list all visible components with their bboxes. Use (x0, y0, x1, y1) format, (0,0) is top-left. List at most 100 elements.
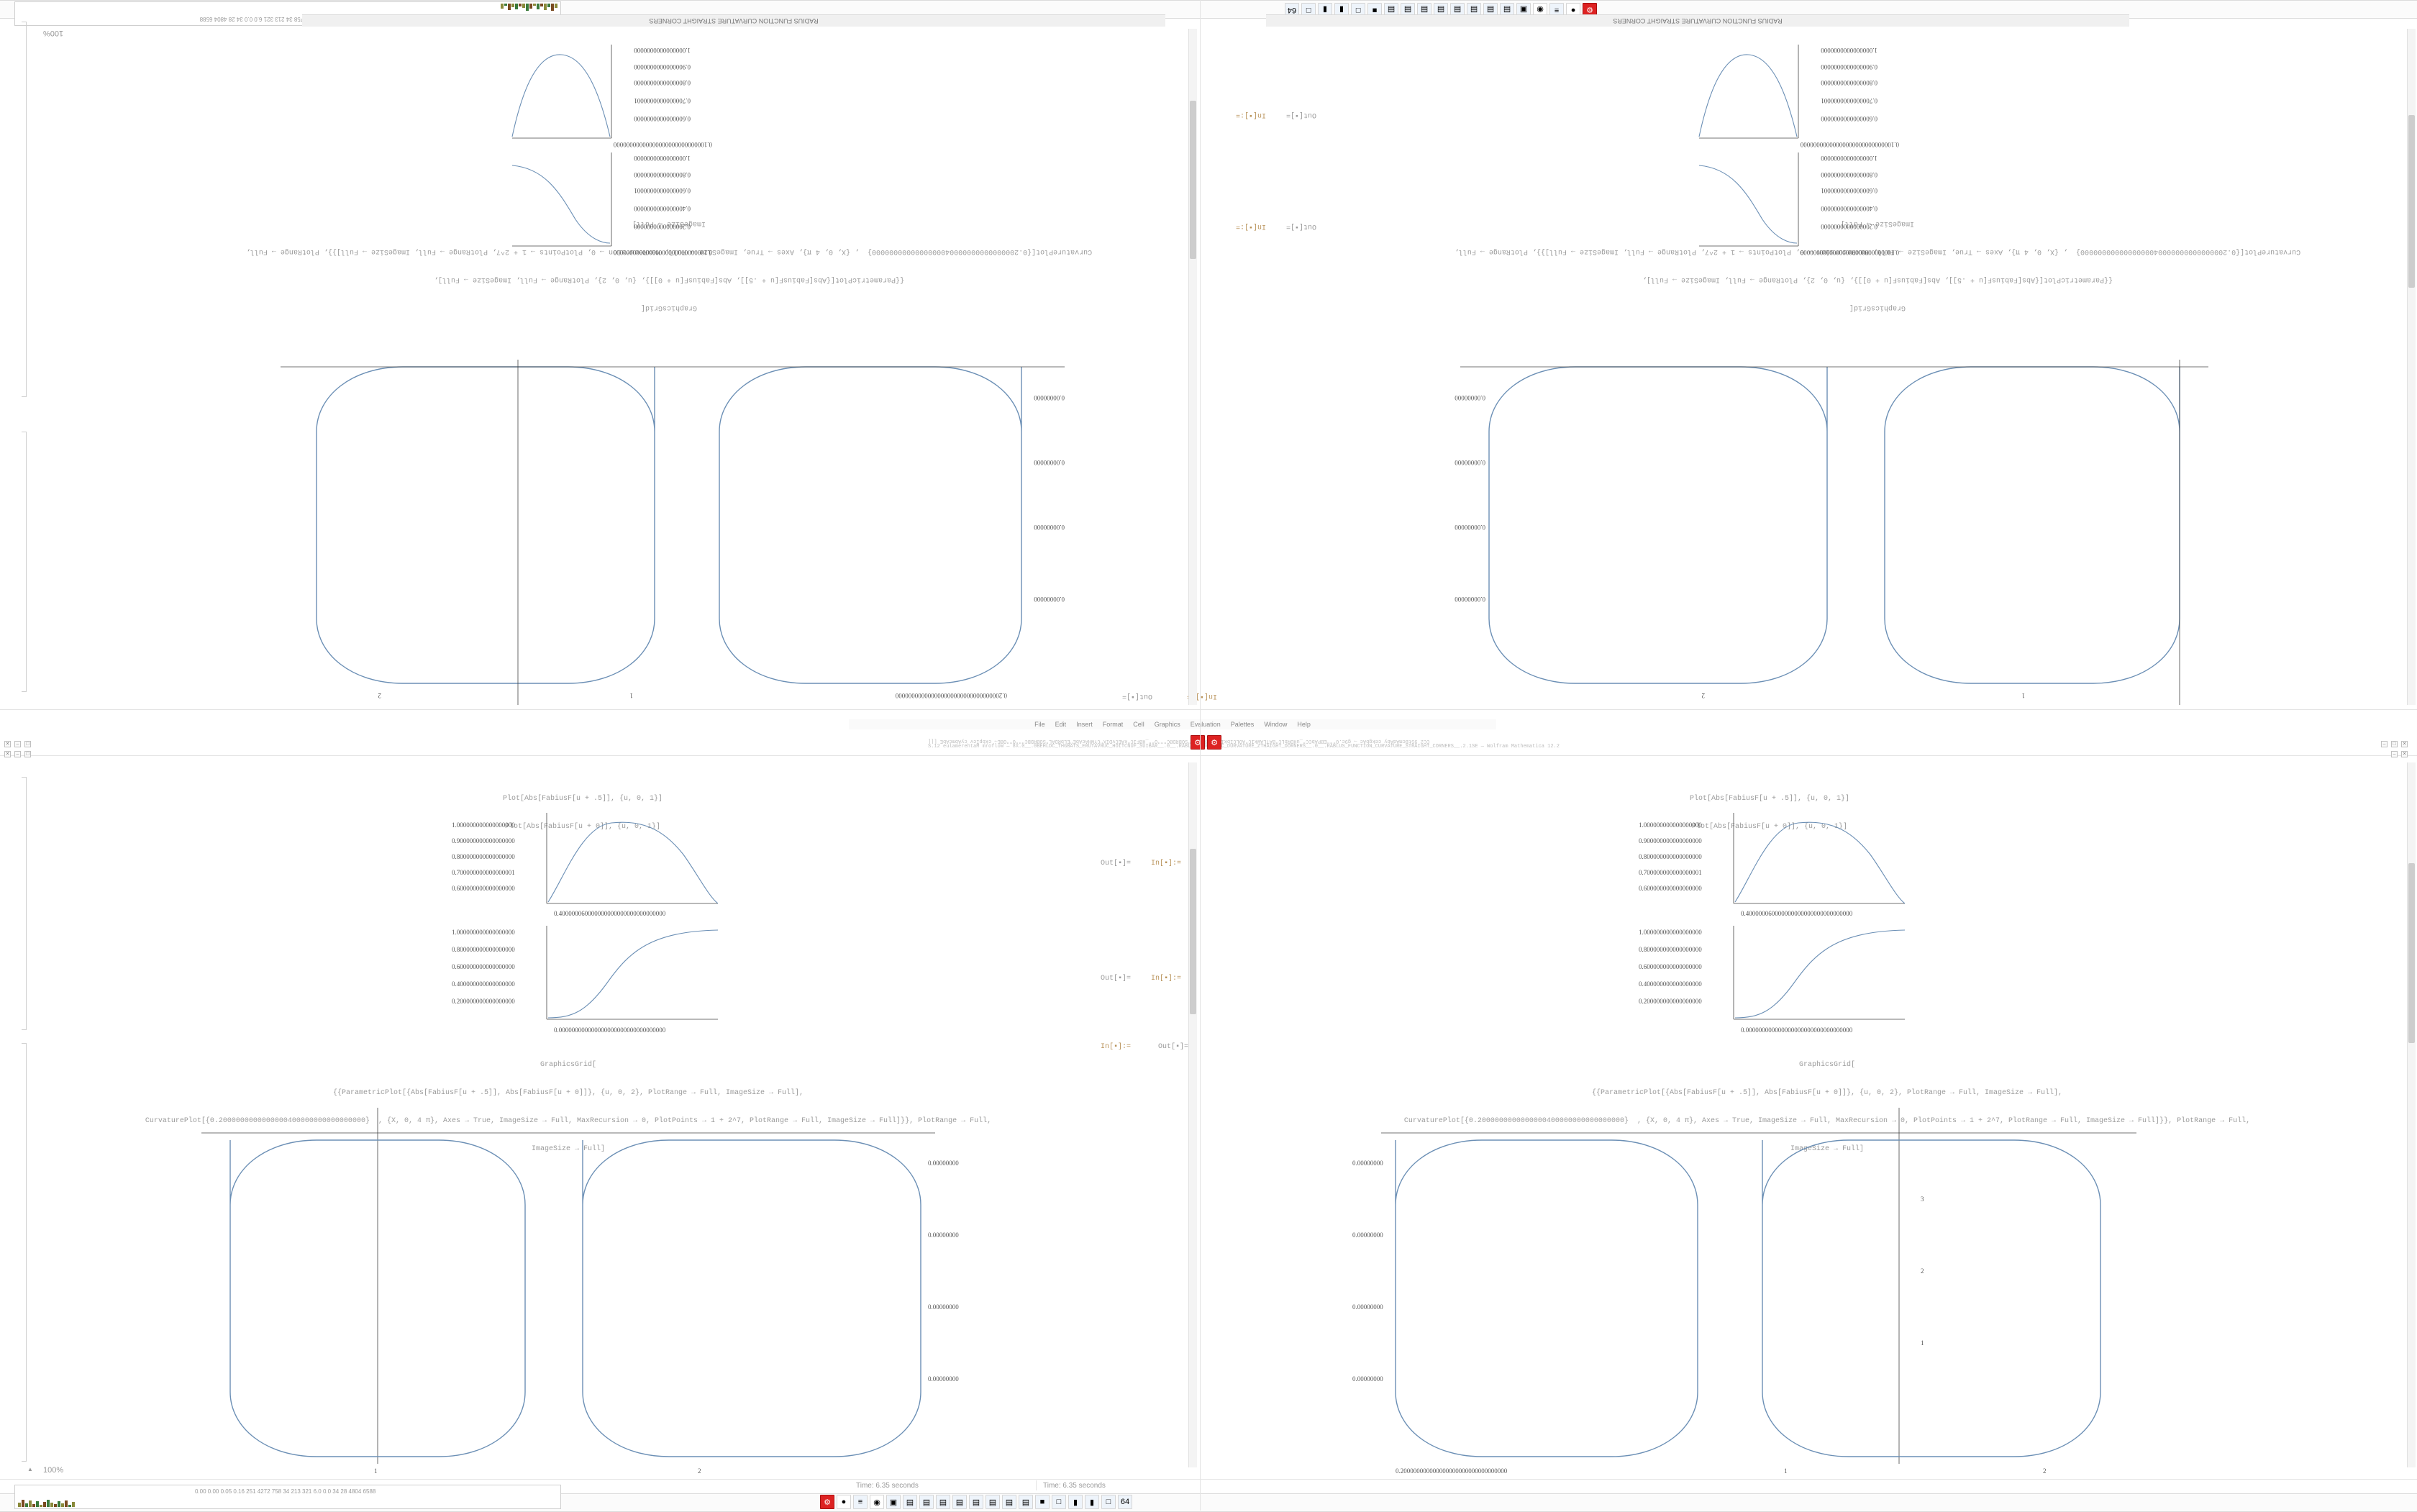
display-icon-64[interactable]: 64 (1118, 1495, 1132, 1509)
cell-bracket-3[interactable] (22, 777, 27, 1030)
cell-bracket-2[interactable] (22, 432, 27, 692)
scroll-thumb-mid-bottom[interactable] (1190, 849, 1196, 1014)
notebook-icon-3[interactable]: ▤ (936, 1495, 950, 1509)
mathematica-icon-glyph: ⚙ (824, 1498, 831, 1507)
svg-text:0.6000000000000000: 0.6000000000000000 (634, 115, 691, 122)
svg-text:2: 2 (2043, 1467, 2047, 1475)
menu-item-cell[interactable]: Cell (1133, 721, 1144, 728)
svg-text:1: 1 (630, 692, 634, 699)
cell-bracket-1[interactable] (22, 22, 27, 397)
svg-text:1.000000000000000000: 1.000000000000000000 (1639, 821, 1702, 829)
plot-code-a-right[interactable]: Plot[Abs[FabiusF[u + .5]], {u, 0, 1}] Pl… (1689, 795, 1850, 831)
notebook-icon-4[interactable]: ▤ (952, 1495, 967, 1509)
scrollbar-bottom[interactable] (2407, 762, 2416, 1467)
minimize-button-right[interactable]: – (2381, 741, 2388, 747)
monitor-icon[interactable]: □ (1052, 1495, 1066, 1509)
monitor-icon-2[interactable]: □ (1101, 1495, 1116, 1509)
menu-item-window[interactable]: Window (1264, 721, 1288, 728)
menu-item-evaluation[interactable]: Evaluation (1190, 721, 1221, 728)
browser-icon[interactable]: ● (837, 1495, 851, 1509)
close-button-left-2[interactable]: ✕ (4, 751, 11, 757)
fabius-plot-rising-left: 1.000000000000000000 0.80000000000000000… (446, 924, 719, 1036)
notebook-icon-7-glyph: ▤ (1005, 1498, 1014, 1507)
svg-text:1: 1 (1784, 1467, 1788, 1475)
menu-item-graphics[interactable]: Graphics (1154, 721, 1180, 728)
svg-text:3: 3 (1921, 1196, 1924, 1203)
notebook-icon-2-glyph: ▤ (922, 1498, 931, 1507)
scroll-thumb-top[interactable] (2408, 115, 2415, 288)
close-button-right-2[interactable]: ✕ (2401, 751, 2408, 757)
notebook-icon-7[interactable]: ▤ (1002, 1495, 1016, 1509)
svg-text:1.0000000000000000: 1.0000000000000000 (1821, 47, 1877, 54)
system-monitor-bars-bottom (18, 1500, 75, 1507)
menu-item-palettes[interactable]: Palettes (1230, 721, 1255, 728)
notebook-icon-6[interactable]: ▤ (986, 1495, 1000, 1509)
svg-text:0.600000000000000000: 0.600000000000000000 (452, 963, 515, 970)
zoom-dropdown-arrow-icon[interactable]: ▲ (27, 1466, 33, 1472)
menu-item-help[interactable]: Help (1297, 721, 1311, 728)
battery-icon[interactable]: ▮ (1068, 1495, 1083, 1509)
sysmon-bar (50, 1503, 53, 1507)
sysmon-bar (25, 1503, 28, 1507)
mathematica-icon[interactable]: ⚙ (820, 1495, 834, 1509)
svg-text:1: 1 (374, 1467, 378, 1475)
menu-item-format[interactable]: Format (1102, 721, 1124, 728)
svg-text:0.800000000000000000: 0.800000000000000000 (1639, 853, 1702, 860)
scrollbar-mid-top[interactable] (1188, 29, 1197, 705)
graphicsgrid-code-left[interactable]: GraphicsGrid[ {{ParametricPlot[{Abs[Fabi… (145, 1061, 992, 1153)
svg-text:0.00000000: 0.00000000 (928, 1303, 959, 1311)
out-label-2-top: Out[▪]= (1285, 111, 1316, 119)
mathematica-spikey-icon-2[interactable]: ⚙ (1207, 735, 1221, 750)
battery-icon-2[interactable]: ▮ (1085, 1495, 1099, 1509)
menu-item-edit[interactable]: Edit (1055, 721, 1067, 728)
cell-bracket-4[interactable] (22, 1043, 27, 1462)
close-button-left[interactable]: ✕ (4, 741, 11, 747)
taskbar-bottom-icons[interactable]: ⚙ ● ≡ ◉ ▣ ▤ ▤ ▤ ▤ ▤ ▤ ▤ ▤ ■ □ ▮ ▮ □ 64 (820, 1495, 1132, 1509)
camera-icon[interactable]: ▣ (886, 1495, 901, 1509)
menu-bar-bottom[interactable]: File Edit Insert Format Cell Graphics Evaluati… (849, 719, 1496, 729)
maximize-button-right[interactable]: □ (2391, 741, 2398, 747)
plot-code-a-left[interactable]: Plot[Abs[FabiusF[u + .5]], {u, 0, 1}] Pl… (502, 795, 663, 831)
firefox-icon[interactable]: ◉ (870, 1495, 884, 1509)
close-button-right[interactable]: ✕ (2401, 741, 2408, 747)
notebook-icon-2[interactable]: ▤ (919, 1495, 934, 1509)
scrollbar-mid-bottom[interactable] (1188, 762, 1197, 1467)
minimize-button-left[interactable]: – (14, 741, 21, 747)
svg-text:0.4000000000000000: 0.4000000000000000 (1821, 205, 1877, 212)
minimize-button-right-2[interactable]: – (2391, 751, 2398, 757)
maximize-button-left[interactable]: □ (24, 741, 31, 747)
svg-text:0.1000000000000000000000000000: 0.10000000000000000000000000000 (613, 141, 712, 148)
svg-text:0.400000000000000000: 0.400000000000000000 (1639, 980, 1702, 988)
in-label-5: In[▪]:= (1101, 1043, 1132, 1051)
floppy-disk-icon[interactable]: ■ (1035, 1495, 1050, 1509)
parametric-plot-left-top: 1 2 0.00000000 0.00000000 0.00000000 0.0… (1446, 360, 2208, 705)
notebook-icon-5[interactable]: ▤ (969, 1495, 983, 1509)
svg-text:0.1000000000000000000000000000: 0.10000000000000000000000000000 (1800, 141, 1899, 148)
camera-icon-glyph: ▣ (889, 1498, 898, 1507)
menu-item-file[interactable]: File (1034, 721, 1045, 728)
menu-item-insert[interactable]: Insert (1076, 721, 1093, 728)
window-title-string-top: CC2 9StBcmAdAby cekgbAc → g9c.0"""EBPAbC… (928, 738, 1430, 744)
svg-text:0.900000000000000000: 0.900000000000000000 (1639, 837, 1702, 844)
notebook-icon-8[interactable]: ▤ (1019, 1495, 1033, 1509)
svg-text:0.8000000000000000: 0.8000000000000000 (1821, 171, 1877, 178)
mathematica-spikey-icon-1[interactable]: ⚙ (1191, 735, 1205, 750)
graphicsgrid-code-right[interactable]: GraphicsGrid[ {{ParametricPlot[{Abs[Fabi… (1403, 1061, 2251, 1153)
maximize-button-left-2[interactable]: □ (24, 751, 31, 757)
minimize-button-left-2[interactable]: – (14, 751, 21, 757)
zoom-level-bottom[interactable]: 100% (43, 1466, 64, 1475)
system-monitor-bottom: 0.00 0.00 0.05 0.16 251 4272 758 34 213 … (14, 1485, 561, 1509)
scrollbar-top[interactable] (2407, 29, 2416, 705)
scroll-thumb-bottom[interactable] (2408, 863, 2415, 1043)
scroll-thumb-mid-top[interactable] (1190, 101, 1196, 259)
svg-text:0.0000000000000000000000000000: 0.000000000000000000000000000000000 (554, 1026, 666, 1034)
notebook-icon-1[interactable]: ▤ (903, 1495, 917, 1509)
svg-text:1.000000000000000000: 1.000000000000000000 (1639, 929, 1702, 936)
out-label-5: Out[▪]= (1158, 1043, 1189, 1051)
window-title-string-bottom: S.12 eulamerehtaM mrofloW — 8X.0__.0BEHL… (928, 744, 1560, 750)
parametric-plot-right-top: 0.200000000000000000000000000000000 1 2 … (273, 360, 1065, 705)
terminal-icon[interactable]: ≡ (853, 1495, 868, 1509)
fabius-plot-dome-right: 1.000000000000000000 0.90000000000000000… (1633, 811, 1906, 919)
sysmon-bar (43, 1502, 46, 1507)
parametric-plot-right-bottom: 0.200000000000000000000000000000000 1 2 … (1352, 1108, 2151, 1475)
